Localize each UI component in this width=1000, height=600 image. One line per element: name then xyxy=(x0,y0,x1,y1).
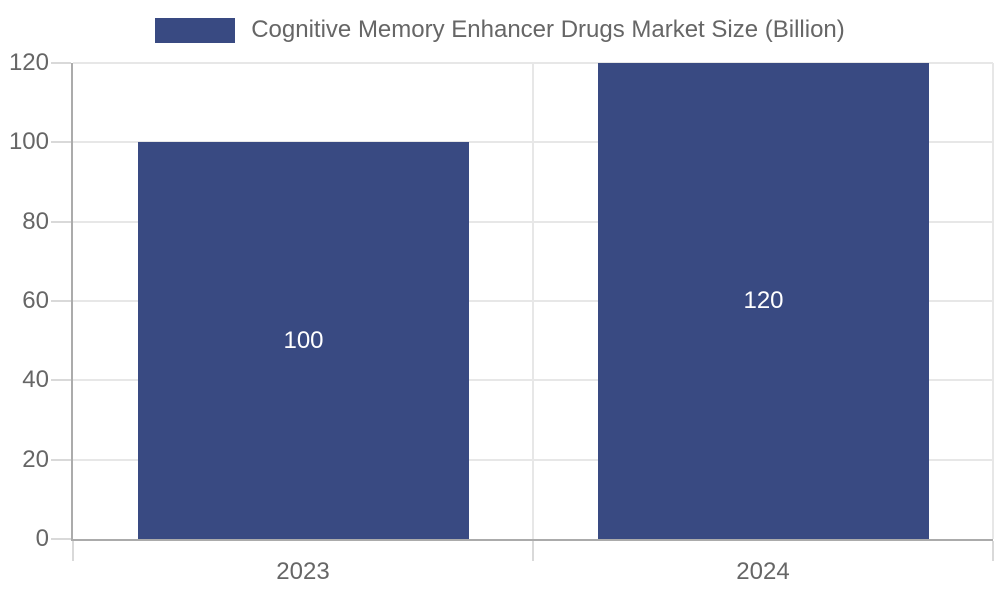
x-boundary-gridline xyxy=(532,63,534,539)
y-tick xyxy=(51,538,71,540)
bar-value-label: 100 xyxy=(283,326,324,354)
x-axis-line xyxy=(71,539,993,541)
x-tick xyxy=(992,541,994,561)
bar-2023[interactable]: 100 xyxy=(138,142,469,539)
y-tick-label: 80 xyxy=(22,207,49,235)
y-tick xyxy=(51,141,71,144)
x-tick xyxy=(72,541,74,561)
x-tick xyxy=(532,541,534,561)
y-tick-label: 0 xyxy=(35,525,49,552)
y-tick-label: 20 xyxy=(22,445,49,473)
y-tick-label: 60 xyxy=(22,287,49,314)
bar-value-label: 120 xyxy=(743,287,784,314)
x-tick-label: 2023 xyxy=(276,558,330,585)
bar-2024[interactable]: 120 xyxy=(598,63,929,539)
y-tick-label: 40 xyxy=(22,366,49,394)
y-tick-label: 120 xyxy=(8,49,49,76)
legend-swatch xyxy=(155,17,236,43)
legend-label: Cognitive Memory Enhancer Drugs Market S… xyxy=(251,16,845,43)
y-tick xyxy=(51,458,71,461)
y-tick xyxy=(51,300,71,302)
y-axis-line xyxy=(71,63,73,539)
y-tick xyxy=(51,62,71,64)
y-tick xyxy=(51,220,71,223)
y-tick xyxy=(51,379,71,382)
y-tick-label: 100 xyxy=(8,128,49,156)
legend[interactable]: Cognitive Memory Enhancer Drugs Market S… xyxy=(0,16,1000,44)
plot-area: 100 120 xyxy=(51,62,994,561)
x-boundary-gridline xyxy=(992,63,994,539)
x-tick-label: 2024 xyxy=(736,558,790,585)
